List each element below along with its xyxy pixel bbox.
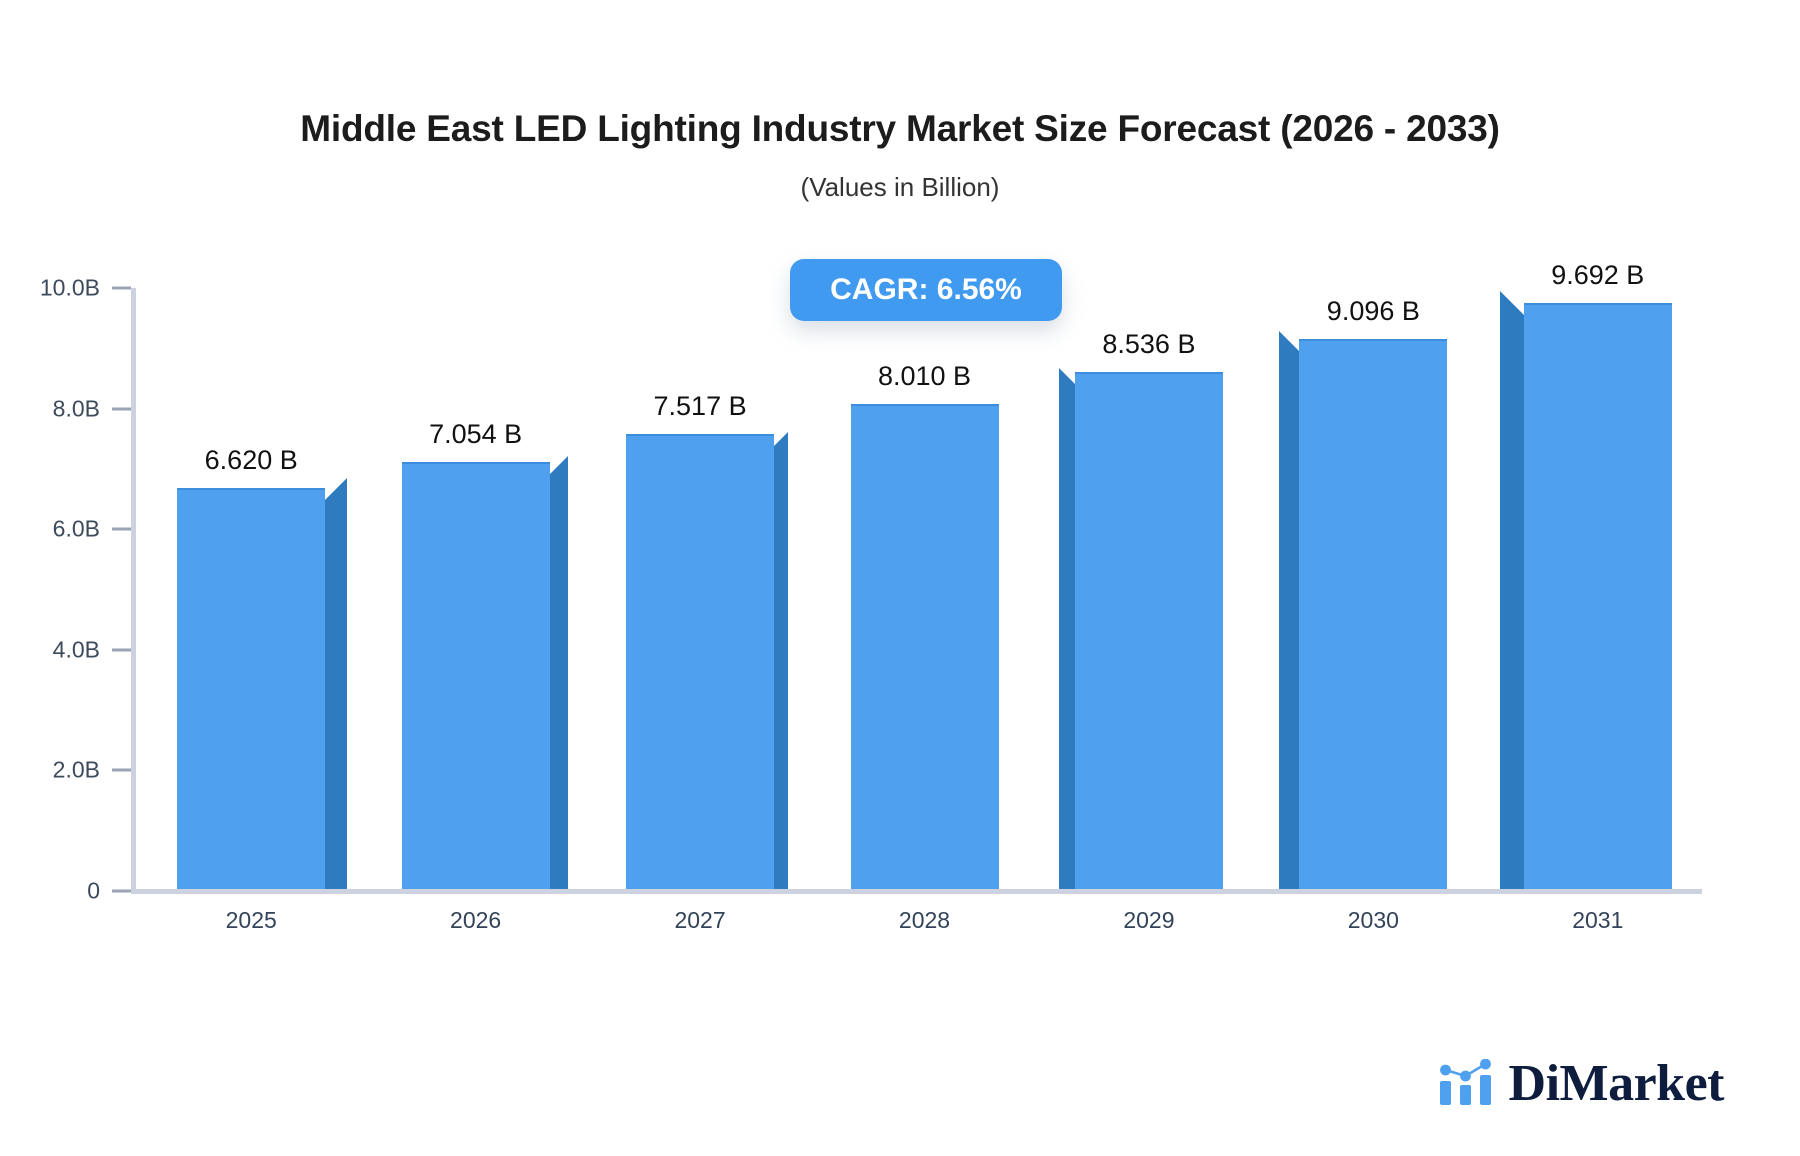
brand-name: DiMarket bbox=[1508, 1055, 1725, 1112]
bar-front-face bbox=[626, 433, 775, 889]
y-axis-tick-mark bbox=[112, 527, 131, 531]
x-axis-tick-label: 2029 bbox=[1123, 907, 1175, 933]
bar-side-face bbox=[1499, 314, 1524, 889]
bar-value-label: 6.620 B bbox=[204, 444, 298, 475]
y-axis-tick-mark bbox=[112, 768, 131, 772]
bar-front-face bbox=[850, 404, 999, 889]
bar-front-face bbox=[177, 487, 326, 889]
x-axis-tick-label: 2026 bbox=[450, 907, 502, 933]
bar-top-bevel bbox=[549, 455, 568, 474]
bar-value-label: 8.010 B bbox=[877, 361, 972, 391]
y-axis-tick: 10.0B bbox=[40, 275, 131, 302]
y-axis-tick-label: 4.0B bbox=[52, 636, 100, 663]
bar-side-face bbox=[1279, 350, 1300, 889]
bar-front-face bbox=[1074, 372, 1223, 889]
bar-top-bevel bbox=[1058, 368, 1075, 385]
y-axis-tick-mark bbox=[112, 889, 131, 893]
y-axis-tick-mark bbox=[112, 648, 131, 652]
bar-value-label: 7.517 B bbox=[653, 390, 747, 421]
bar-front-face bbox=[1299, 338, 1448, 889]
y-axis-tick-label: 10.0B bbox=[39, 274, 100, 301]
bar-value-label: 7.054 B bbox=[429, 418, 523, 449]
bar-chart-icon bbox=[1439, 1058, 1495, 1110]
bar-front-face bbox=[401, 461, 550, 889]
bar[interactable]: 8.536 B bbox=[1058, 329, 1223, 889]
y-axis-line bbox=[131, 288, 136, 891]
bar-front-face bbox=[1523, 302, 1672, 889]
x-axis-tick-label: 2031 bbox=[1572, 907, 1624, 933]
y-axis-tick-label: 2.0B bbox=[52, 756, 100, 783]
bar-top-bevel bbox=[325, 477, 348, 500]
x-axis-tick-label: 2027 bbox=[674, 907, 726, 933]
bar-value-label: 9.692 B bbox=[1551, 259, 1645, 290]
chart-title: Middle East LED Lighting Industry Market… bbox=[300, 108, 1500, 149]
bar-side-face bbox=[1058, 384, 1075, 889]
bar-top-bevel bbox=[1279, 330, 1300, 351]
bar[interactable]: 6.620 B bbox=[177, 445, 348, 889]
bar-value-label: 8.536 B bbox=[1102, 329, 1196, 360]
bar-top-bevel bbox=[774, 431, 789, 446]
bar[interactable]: 8.010 B bbox=[850, 361, 999, 889]
y-axis-tick-mark bbox=[112, 286, 131, 290]
bar[interactable]: 7.054 B bbox=[401, 419, 568, 889]
x-axis-line bbox=[131, 889, 1702, 894]
bar-side-face bbox=[325, 499, 348, 889]
y-axis-tick: 4.0B bbox=[53, 636, 131, 663]
bar-side-face bbox=[549, 473, 568, 889]
y-axis-tick: 2.0B bbox=[53, 757, 131, 784]
y-axis-tick: 6.0B bbox=[53, 516, 131, 543]
bar[interactable]: 7.517 B bbox=[626, 391, 789, 889]
x-axis-tick-label: 2025 bbox=[225, 907, 277, 933]
cagr-badge: CAGR: 6.56% bbox=[790, 259, 1062, 321]
bar-top-bevel bbox=[1499, 290, 1524, 315]
bar-side-face bbox=[774, 445, 789, 889]
bar[interactable]: 9.692 B bbox=[1499, 260, 1672, 889]
x-axis-tick-label: 2030 bbox=[1347, 907, 1399, 933]
plot-area: 10.0B 8.0B 6.0B 4.0B 2.0B 0 2025 2026 2027 2028 2… bbox=[40, 260, 1702, 933]
y-axis-tick: 0 bbox=[87, 878, 131, 905]
bar[interactable]: 9.096 B bbox=[1279, 296, 1448, 889]
y-axis-tick-label: 8.0B bbox=[52, 395, 100, 422]
y-axis-tick-label: 6.0B bbox=[52, 515, 100, 542]
y-axis-tick-label: 0 bbox=[87, 877, 100, 904]
brand-logo: DiMarket bbox=[1439, 1055, 1725, 1112]
y-axis-tick-mark bbox=[112, 407, 131, 411]
x-axis-tick-label: 2028 bbox=[898, 907, 951, 933]
y-axis-tick: 8.0B bbox=[53, 395, 131, 422]
chart-subtitle: (Values in Billion) bbox=[800, 172, 1000, 202]
bar-value-label: 9.096 B bbox=[1326, 295, 1420, 326]
